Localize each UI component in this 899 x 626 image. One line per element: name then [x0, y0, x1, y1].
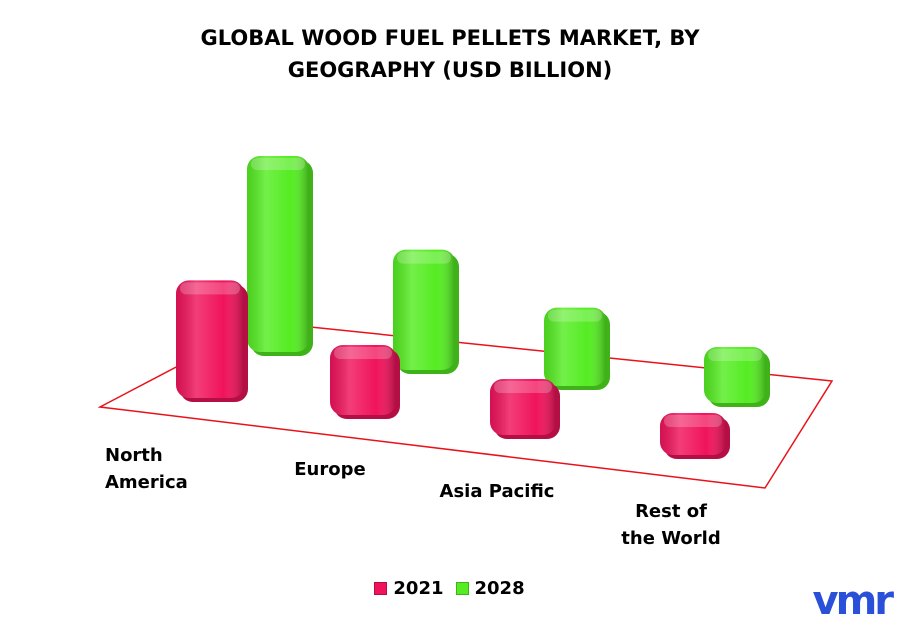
bar-shade — [176, 280, 244, 398]
legend-swatch — [455, 582, 469, 595]
bar-top — [180, 282, 240, 295]
bar-top — [494, 381, 552, 393]
bar — [544, 307, 610, 390]
bar-top — [708, 349, 762, 361]
bar-shade — [490, 379, 556, 435]
x-tick-label: North America — [105, 445, 188, 493]
bar-shade — [247, 156, 309, 352]
legend-label: 2028 — [474, 578, 525, 599]
bar-top — [548, 309, 602, 322]
bar-shade — [660, 413, 726, 455]
bar-top — [397, 251, 451, 264]
legend-swatch — [374, 582, 388, 595]
x-tick-label: Asia Pacific — [439, 481, 555, 502]
bar — [660, 413, 730, 459]
chart-title: GLOBAL WOOD FUEL PELLETS MARKET, BY GEOG… — [200, 26, 700, 82]
x-tick-label: Europe — [294, 459, 366, 480]
bar — [247, 156, 313, 356]
bar-top — [664, 415, 722, 427]
legend-item: 2021 — [374, 578, 444, 599]
bar-top — [334, 347, 392, 359]
legend-item: 2028 — [455, 578, 525, 599]
bar-shade — [393, 249, 455, 370]
bar — [330, 345, 400, 419]
bar-top — [251, 158, 305, 170]
legend: 2021 2028 — [0, 578, 899, 600]
logo: vmr — [812, 578, 895, 624]
bar — [490, 379, 560, 439]
bar — [704, 347, 770, 407]
bar — [393, 249, 459, 374]
bar-shade — [330, 345, 396, 415]
bar-shade — [544, 307, 606, 386]
legend-label: 2021 — [393, 578, 444, 599]
bar-shade — [704, 347, 766, 403]
x-tick-label: Rest of the World — [621, 501, 721, 549]
bar — [176, 280, 248, 402]
